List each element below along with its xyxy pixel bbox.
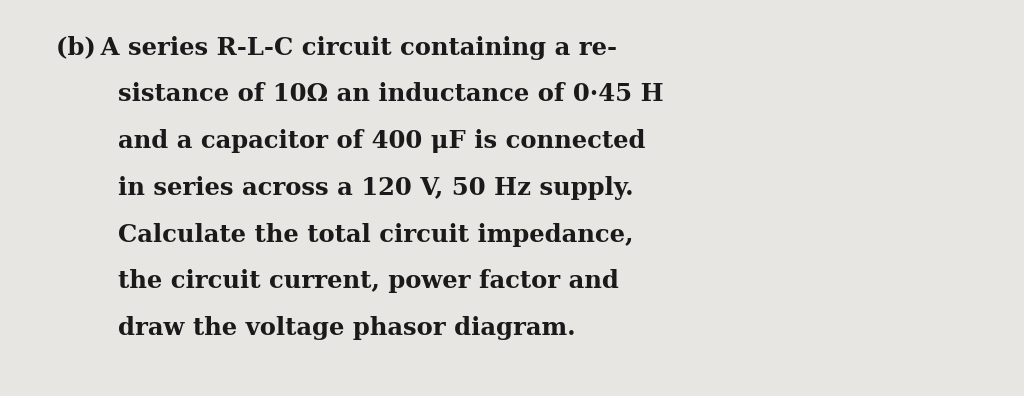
Text: draw the voltage phasor diagram.: draw the voltage phasor diagram. — [118, 316, 575, 340]
Text: in series across a 120 V, 50 Hz supply.: in series across a 120 V, 50 Hz supply. — [118, 176, 634, 200]
Text: sistance of 10Ω an inductance of 0·45 H: sistance of 10Ω an inductance of 0·45 H — [118, 82, 664, 107]
Text: Calculate the total circuit impedance,: Calculate the total circuit impedance, — [118, 223, 633, 247]
Text: (b) A series R-L-C circuit containing a re-: (b) A series R-L-C circuit containing a … — [56, 36, 617, 60]
Text: the circuit current, power factor and: the circuit current, power factor and — [118, 269, 618, 293]
Text: and a capacitor of 400 μF is connected: and a capacitor of 400 μF is connected — [118, 129, 645, 153]
